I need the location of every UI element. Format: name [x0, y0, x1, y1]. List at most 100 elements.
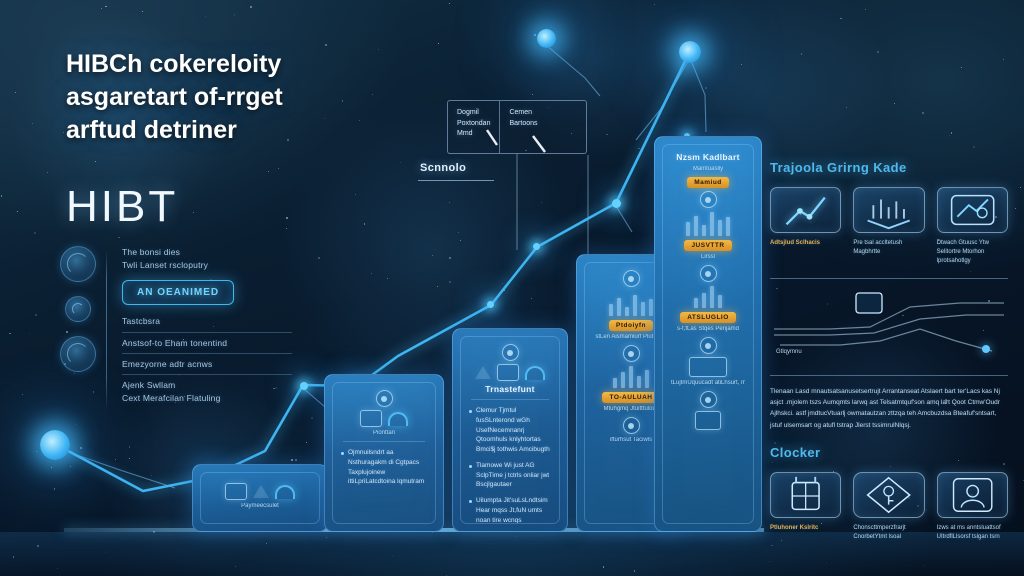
right-card[interactable]: Izws at ms anntsluattsof UItrdflLlsorsf …	[937, 472, 1008, 542]
user-shield-icon	[937, 472, 1008, 518]
right-panel-card-row-1: Adtsjlud Sclhacis Pre tsal accltetush Ma…	[770, 187, 1008, 266]
upward-arrow-chart-icon	[770, 187, 841, 233]
right-panel-heading-2: Clocker	[770, 445, 1008, 460]
bar-5-subtitle: Mamtuaslly	[671, 166, 745, 172]
node-tail-upper-left	[546, 45, 600, 96]
bar-1-caption: Paymeecsulet	[209, 503, 311, 509]
right-card[interactable]: Dtwach Gtuusc Ytw Selitortre Mtorhon lpr…	[937, 187, 1008, 266]
diamond-key-icon	[853, 472, 924, 518]
bar-stage-1[interactable]: Paymeecsulet	[192, 464, 328, 532]
spiral-small-icon	[65, 296, 91, 322]
left-panel-icon-column	[60, 246, 104, 386]
headline-line-3: arftud detriner	[66, 114, 396, 147]
right-card[interactable]: Ptluhoner Kslritc	[770, 472, 841, 533]
bar-5-content: Nzsm Kadlbart Mamtuaslly Mamiud JUSVTTR …	[662, 144, 754, 524]
bar-5-sparkline-2	[671, 286, 745, 308]
right-card[interactable]: Pre tsal accltetush Magbhrtte	[853, 187, 924, 257]
bar-1-icon-row	[209, 483, 311, 500]
headline-line-1: HIBCh cokereloity	[66, 48, 396, 81]
trajectory-node-peak[interactable]	[612, 199, 621, 208]
wifi-signal-icon	[275, 485, 295, 499]
right-panel-divider-1	[770, 278, 1008, 279]
wifi-signal-icon	[525, 366, 545, 380]
trajectory-node-3[interactable]	[300, 382, 308, 390]
list-item: Cext Merafcilan Flatuling	[122, 392, 292, 405]
callout-line: Mmd	[457, 129, 490, 140]
shield-icon	[253, 485, 269, 498]
right-panel-divider-2	[770, 375, 1008, 376]
node-tail-left	[57, 448, 175, 488]
right-card[interactable]: Adtsjlud Sclhacis	[770, 187, 841, 248]
desk-person-icon	[700, 391, 717, 408]
server-rack-icon	[360, 410, 382, 427]
bar-5-grid-icon-row	[671, 357, 745, 377]
mini-chart-label: Gtlqymnu	[776, 349, 802, 355]
bar-stage-3[interactable]: Trnastefunt Clemur Tjmtul fusSLnterond w…	[452, 328, 568, 532]
user-network-icon	[623, 270, 640, 287]
list-item: Ajenk Swllam	[122, 379, 292, 392]
shield-lock-icon	[623, 417, 640, 434]
server-rack-icon	[225, 483, 247, 500]
bar-5-caption-2: s-f,fLas Stqes Perijamd	[671, 326, 745, 332]
list-item: Emezyorne adtr acnws	[122, 358, 292, 375]
list-item: Anstsof-to Eham tonentind	[122, 337, 292, 354]
callout-line: Bartoons	[509, 119, 537, 130]
bar-3-bullet: Clemur Tjmtul fusSLnterond wGh UsefNecem…	[469, 406, 551, 455]
spiral-node-icon	[60, 246, 96, 282]
cloud-node-icon	[376, 390, 393, 407]
bar-2-divider	[343, 441, 425, 442]
badge-amber[interactable]: Mamiud	[687, 177, 729, 188]
server-rack-icon	[497, 364, 519, 381]
settings-gear-icon	[700, 337, 717, 354]
bar-2-content: Pionttan Ojmnuilsndrt aa Nsthuragakm di …	[332, 382, 436, 524]
bar-2-icon-row	[341, 410, 427, 427]
growth-arrow-icon	[623, 345, 640, 362]
analytics-person-icon	[700, 265, 717, 282]
list-item: The bonsi dies	[122, 246, 292, 259]
node-tail-peak	[616, 206, 632, 232]
trajectory-node-origin[interactable]	[40, 430, 70, 460]
callout-line: Poxtondan	[457, 119, 490, 130]
status-badge[interactable]: AN OEANIMED	[122, 280, 234, 305]
right-card-caption: Chonscttmperzfrarjt CnorbetYtmt lsoal	[853, 524, 924, 542]
bar-stage-5[interactable]: Nzsm Kadlbart Mamtuaslly Mamiud JUSVTTR …	[654, 136, 762, 532]
wifi-signal-icon	[388, 412, 408, 426]
node-tail-upper-right	[636, 58, 690, 140]
right-card-caption: Adtsjlud Sclhacis	[770, 239, 841, 248]
trajectory-node-5[interactable]	[487, 301, 494, 308]
bar-5-icon-row-2	[671, 411, 745, 430]
bar-chart-panel-icon	[853, 187, 924, 233]
trajectory-node-top-left[interactable]	[537, 29, 556, 48]
bar-5-title: Nzsm Kadlbart	[671, 152, 745, 162]
cloud-upload-icon	[700, 191, 717, 208]
right-panel-heading-1: Trajoola Grirng Kade	[770, 160, 1008, 175]
mini-trend-chart: Gtlqymnu	[770, 289, 1008, 363]
cloud-node-icon	[502, 344, 519, 361]
trajectory-node-top-right[interactable]	[679, 41, 701, 63]
bar-2-caption: Pionttan	[341, 430, 427, 436]
bar-5-caption-3: tLujtmUquucadt atiLhsurt, mfq	[671, 380, 745, 386]
right-card[interactable]: Chonscttmperzfrarjt CnorbetYtmt lsoal	[853, 472, 924, 542]
left-panel-divider	[106, 250, 107, 410]
bar-3-content: Trnastefunt Clemur Tjmtul fusSLnterond w…	[460, 336, 560, 524]
network-scan-icon	[937, 187, 1008, 233]
keyboard-grid-icon	[689, 357, 727, 377]
bar-stage-2[interactable]: Pionttan Ojmnuilsndrt aa Nsthuragakm di …	[324, 374, 444, 532]
badge-amber[interactable]: ATSLUGLIO	[680, 312, 736, 323]
right-card-caption: Ptluhoner Kslritc	[770, 524, 841, 533]
bar-1-content: Paymeecsulet	[200, 472, 320, 524]
bar-3-icon-row	[469, 364, 551, 381]
monitor-icon	[695, 411, 721, 430]
callout-column-left: Dogmil Poxtondan Mmd	[448, 101, 499, 153]
left-panel-text-column: The bonsi dies Twli Lanset rscloputry AN…	[122, 246, 292, 405]
grid-module-icon	[770, 472, 841, 518]
right-panel-paragraph: Tlenaan Lasd mnautsatsanusetsertrujt Arr…	[770, 386, 1008, 431]
badge-amber[interactable]: JUSVTTR	[684, 240, 731, 251]
bar-5-caption-1: Lirssl	[671, 254, 745, 260]
badge-amber[interactable]: Ptdoiyfn	[609, 320, 653, 331]
trajectory-node-6[interactable]	[533, 243, 540, 250]
list-item: Tastcbsra	[122, 315, 292, 332]
badge-amber[interactable]: TO-AULUAH	[602, 392, 659, 403]
page-title: HIBCh cokereloity asgaretart of-rrget ar…	[66, 48, 396, 147]
scenario-label: Scnnolo	[420, 162, 466, 174]
